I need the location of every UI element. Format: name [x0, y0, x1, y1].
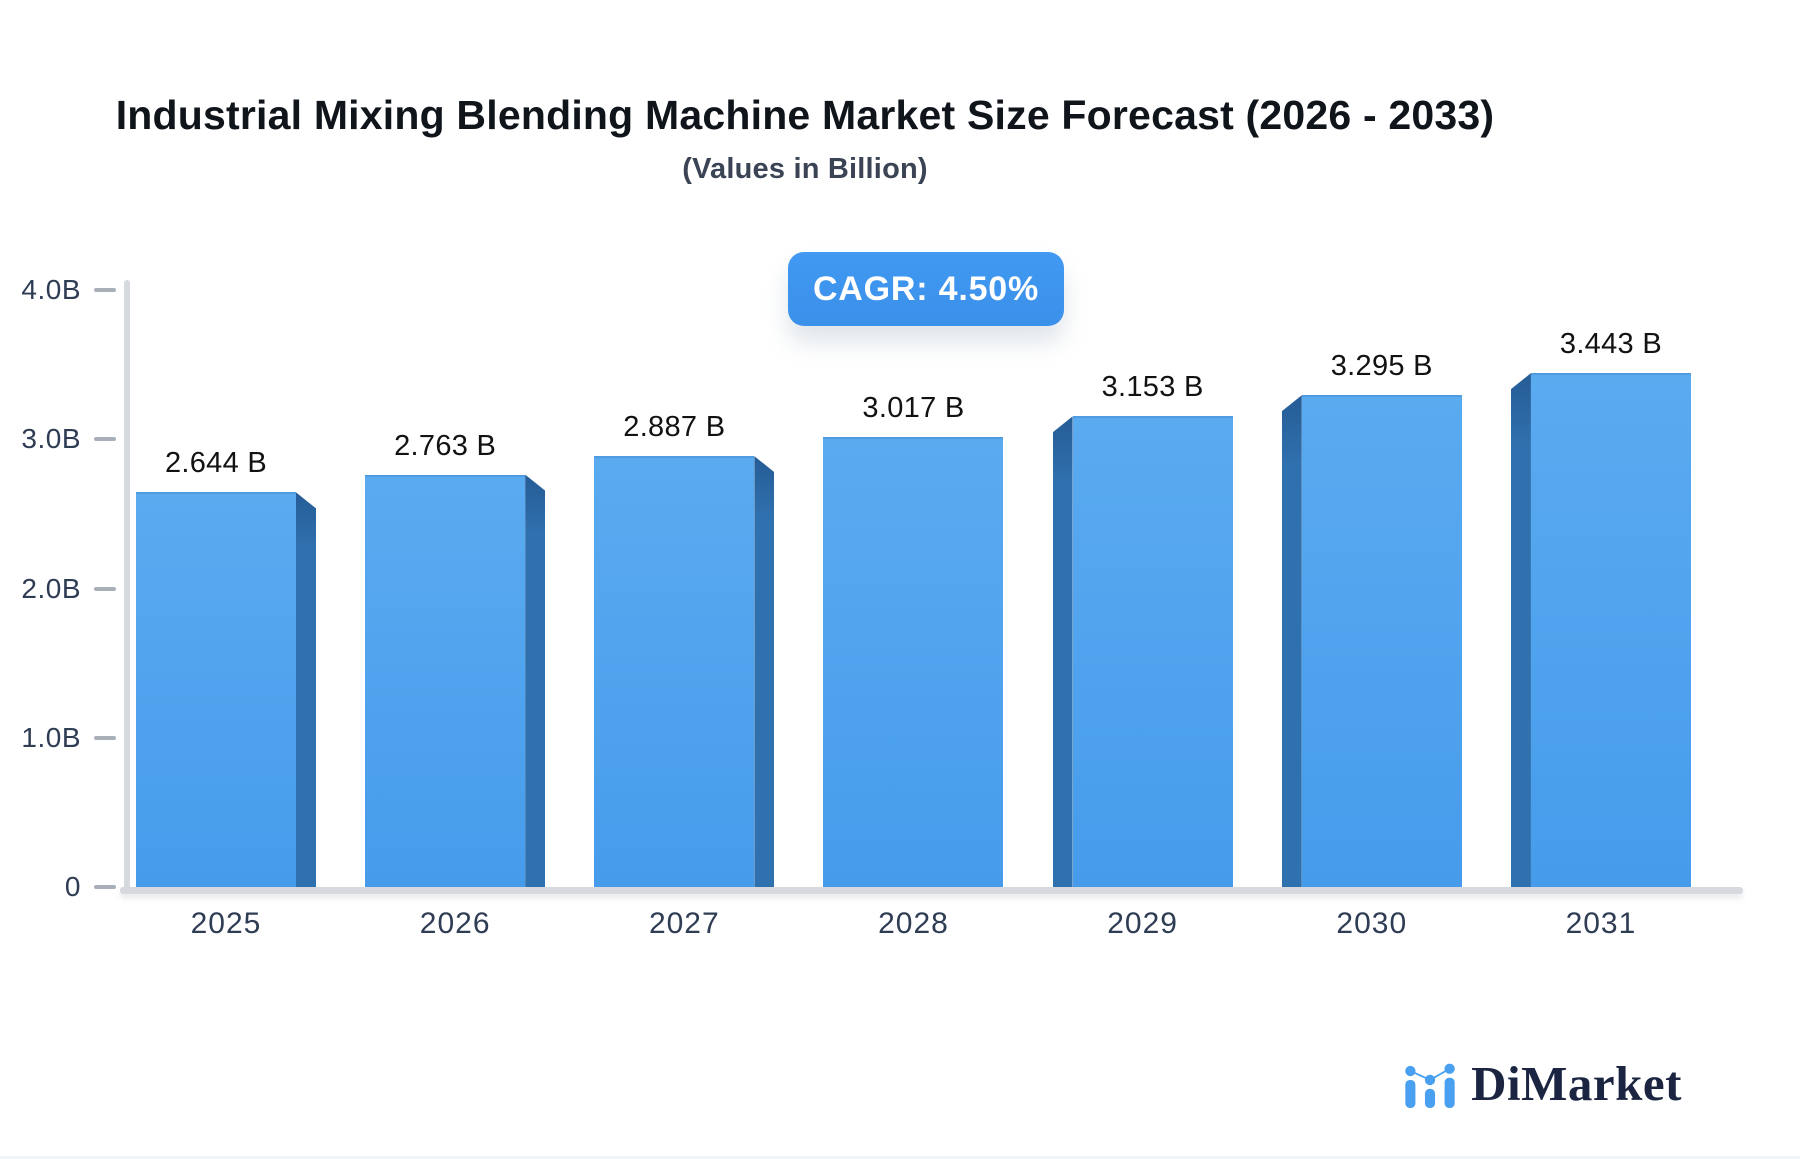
- bar-side-face: [1510, 373, 1531, 887]
- bar-side-face: [525, 474, 546, 887]
- cagr-badge: CAGR: 4.50%: [788, 252, 1064, 326]
- y-tick-mark: [94, 885, 116, 889]
- cagr-badge-label: CAGR: 4.50%: [812, 269, 1040, 308]
- bar-2028[interactable]: [823, 436, 1004, 887]
- bar-value-label: 3.295 B: [1330, 350, 1433, 383]
- bar-chart: 0 1.0B 2.0B 3.0B 4.0B 2.644 B 2025 2.763 B 2026…: [21, 274, 1743, 940]
- logo-text: DiMarket: [1471, 1056, 1682, 1111]
- x-axis-label: 2030: [1336, 907, 1408, 940]
- y-axis: 0 1.0B 2.0B 3.0B 4.0B: [21, 274, 1743, 902]
- bar-side-face: [296, 492, 316, 887]
- y-tick-mark: [94, 437, 116, 442]
- y-tick: 2.0B: [11, 573, 116, 605]
- bar-group-2029: 3.153 B 2029: [1052, 290, 1233, 940]
- bar-2031[interactable]: [1510, 373, 1691, 887]
- y-tick-mark: [94, 288, 116, 292]
- bar-front-face: [136, 492, 296, 887]
- y-tick: 4.0B: [11, 274, 116, 306]
- chart-subtitle: (Values in Billion): [682, 153, 928, 186]
- y-tick: 3.0B: [11, 423, 116, 455]
- y-tick-mark: [94, 735, 116, 740]
- bar-side-face: [1281, 395, 1302, 887]
- dimarket-logo: DiMarket: [1403, 1059, 1682, 1108]
- x-axis-label: 2027: [648, 907, 720, 940]
- y-axis-line: [124, 280, 130, 891]
- y-tick-label: 4.0B: [21, 274, 81, 305]
- x-axis-label: 2025: [190, 907, 262, 940]
- bar-group-2028: 3.017 B 2028: [823, 290, 1004, 940]
- bar-value-label: 3.443 B: [1559, 328, 1662, 361]
- bar-2025[interactable]: [136, 492, 316, 887]
- x-axis-label: 2028: [878, 907, 949, 940]
- bar-front-face: [594, 456, 755, 887]
- bar-side-face: [754, 456, 775, 887]
- bar-group-2031: 3.443 B 2031: [1510, 290, 1691, 940]
- bar-front-face: [365, 474, 526, 887]
- bar-value-label: 2.644 B: [164, 447, 268, 480]
- bar-2029[interactable]: [1052, 416, 1233, 887]
- bar-front-face: [1530, 373, 1691, 887]
- y-tick-mark: [94, 586, 116, 591]
- x-axis-label: 2031: [1565, 907, 1637, 940]
- bar-front-face: [1301, 395, 1462, 887]
- chart-header: Industrial Mixing Blending Machine Marke…: [5, 92, 1605, 186]
- bar-value-label: 2.887 B: [623, 411, 726, 444]
- bar-value-label: 3.153 B: [1101, 371, 1204, 404]
- y-tick: 1.0B: [11, 722, 116, 754]
- bar-group-2025: 2.644 B 2025: [136, 290, 316, 940]
- x-axis-line: [120, 887, 1743, 894]
- chart-title: Industrial Mixing Blending Machine Marke…: [115, 92, 1495, 138]
- bar-front-face: [1072, 416, 1233, 887]
- x-axis-label: 2026: [419, 907, 491, 940]
- bars-container: 2.644 B 2025 2.763 B 2026 2.887 B 2027 3.017 B…: [128, 290, 1743, 940]
- bar-front-face: [823, 436, 1004, 887]
- y-tick-label: 1.0B: [21, 721, 81, 753]
- bar-2026[interactable]: [365, 474, 546, 887]
- y-tick-label: 3.0B: [21, 423, 81, 455]
- bar-group-2030: 3.295 B 2030: [1281, 290, 1462, 940]
- bar-side-face: [1052, 416, 1073, 887]
- bar-2027[interactable]: [594, 456, 775, 887]
- bar-group-2026: 2.763 B 2026: [365, 290, 546, 940]
- bar-value-label: 2.763 B: [394, 429, 497, 462]
- bar-value-label: 3.017 B: [862, 391, 965, 424]
- bar-group-2027: 2.887 B 2027: [594, 290, 775, 940]
- mini-bar-chart-icon: [1405, 1063, 1455, 1108]
- y-tick-label: 0: [64, 871, 81, 902]
- x-axis-label: 2029: [1107, 907, 1178, 940]
- bar-2030[interactable]: [1281, 395, 1462, 887]
- y-tick: 0: [11, 871, 116, 903]
- y-tick-label: 2.0B: [21, 572, 81, 604]
